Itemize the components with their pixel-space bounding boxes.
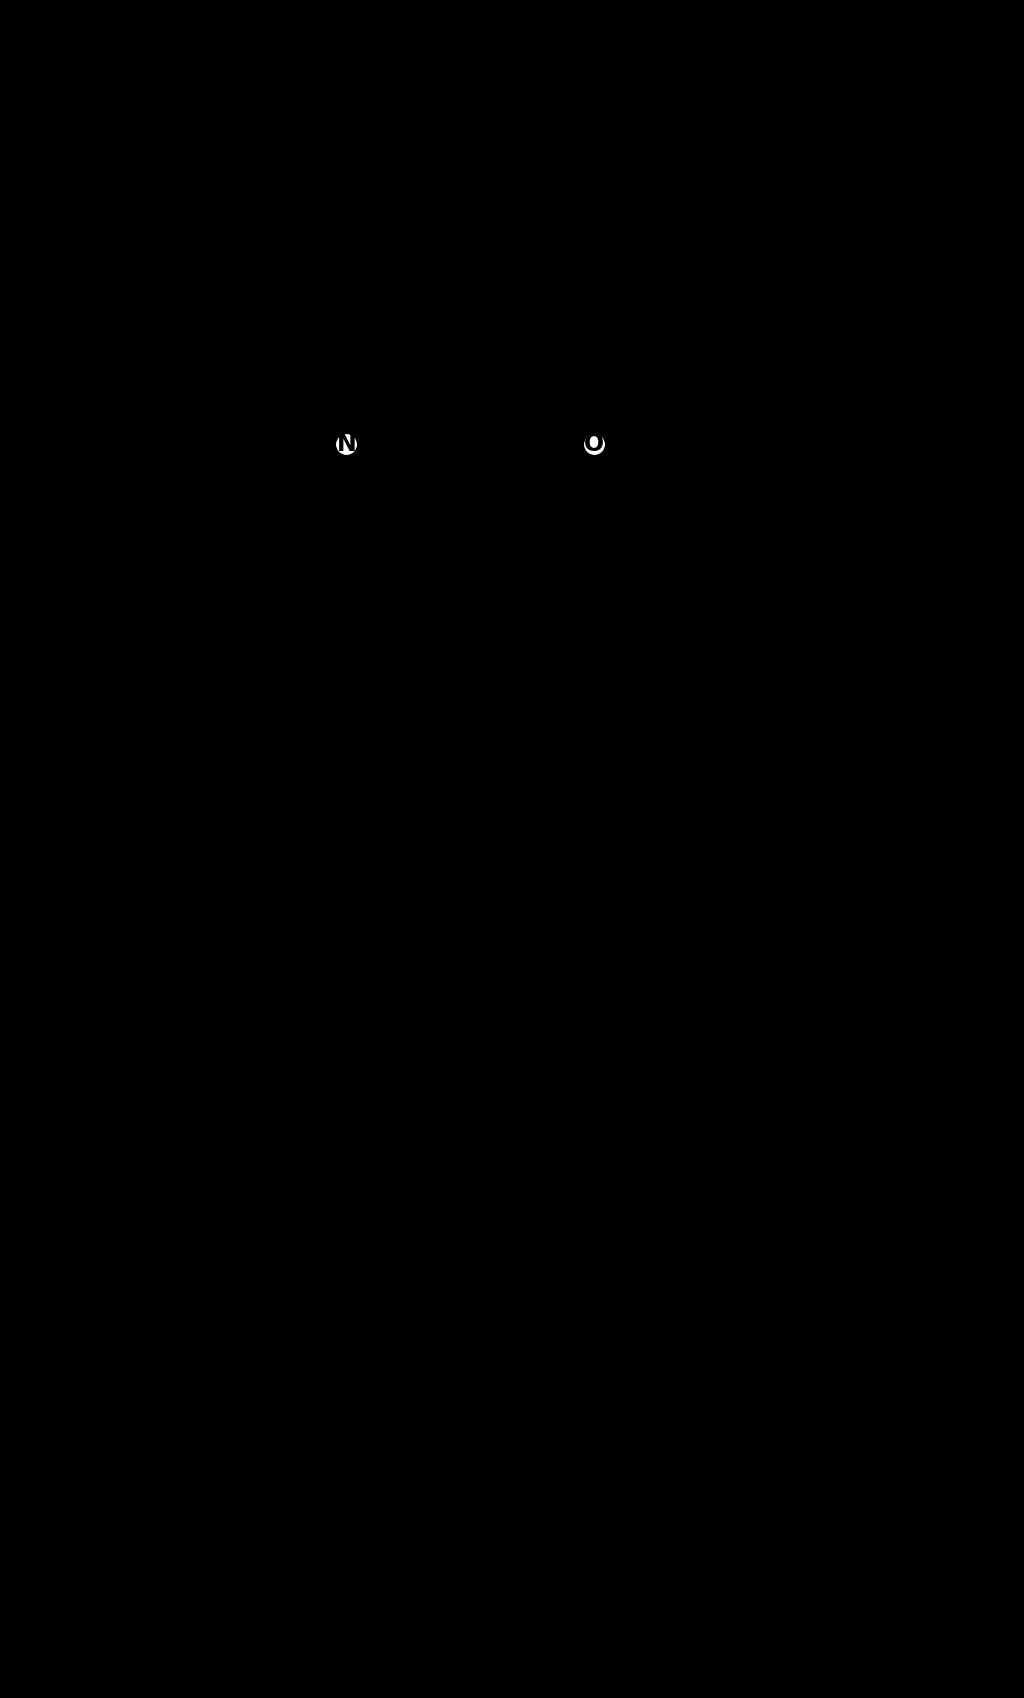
Text: c: c [406, 265, 416, 282]
Text: 5: 5 [787, 897, 803, 917]
Text: (4): (4) [34, 219, 75, 243]
Text: (2): (2) [34, 109, 75, 132]
Text: (3): (3) [34, 163, 75, 188]
Text: H$^+$: H$^+$ [487, 637, 520, 661]
Text: 3: 3 [265, 521, 274, 535]
Text: d: d [137, 219, 155, 243]
Text: c: c [137, 163, 152, 188]
Text: CH: CH [213, 504, 244, 523]
Text: (1): (1) [34, 53, 75, 76]
Text: O: O [584, 433, 604, 457]
Text: a: a [137, 53, 154, 76]
Text: b: b [508, 297, 520, 314]
Text: b: b [137, 109, 155, 132]
Text: – a: – a [588, 513, 617, 533]
Text: d: d [332, 338, 344, 357]
Text: N: N [337, 433, 356, 457]
Text: . Identify the site where protonation is favourable :: . Identify the site where protonation is… [830, 119, 854, 807]
